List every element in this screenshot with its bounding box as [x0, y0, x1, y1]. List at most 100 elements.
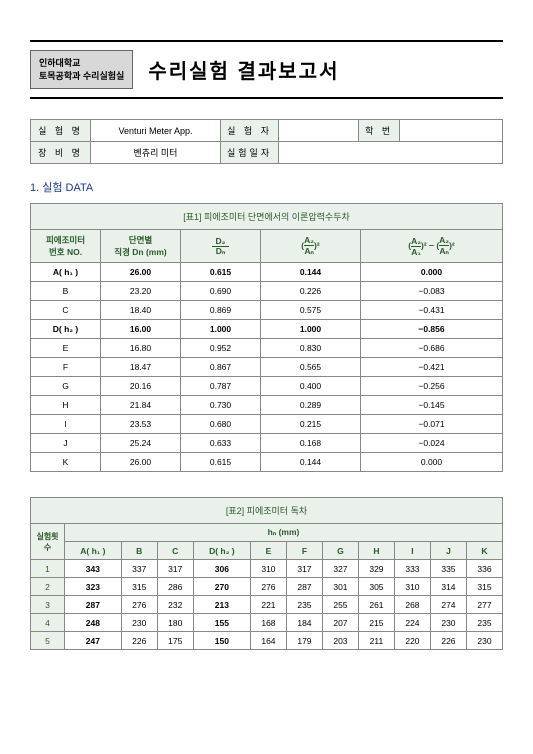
cell: 274 [430, 596, 466, 614]
cell: 1.000 [261, 320, 361, 339]
cell: 150 [193, 632, 250, 650]
cell: −0.686 [361, 339, 503, 358]
cell: K [31, 453, 101, 472]
cell: 25.24 [101, 434, 181, 453]
cell: 323 [65, 578, 122, 596]
t1-h1: 피에조미터 번호 NO. [31, 230, 101, 263]
cell: 23.53 [101, 415, 181, 434]
cell: 1.000 [181, 320, 261, 339]
cell: 310 [250, 560, 286, 578]
table-2: [표2] 피에조미터 독차 실험횟수 hₙ (mm) A( h₁ )BCD( h… [30, 497, 503, 650]
cell: 235 [466, 614, 502, 632]
cell: 235 [286, 596, 322, 614]
cell: 213 [193, 596, 250, 614]
row-num: 1 [31, 560, 65, 578]
spacer [30, 472, 503, 497]
cell: G [31, 377, 101, 396]
meta-table: 실 험 명 Venturi Meter App. 실 험 자 학 번 장 비 명… [30, 119, 503, 164]
cell: −0.421 [361, 358, 503, 377]
val-exp-name: Venturi Meter App. [91, 120, 221, 142]
table-2-caption: [표2] 피에조미터 독차 [31, 498, 503, 524]
cell: 270 [193, 578, 250, 596]
cell: 310 [394, 578, 430, 596]
col-header: K [466, 542, 502, 560]
cell: 0.144 [261, 263, 361, 282]
cell: 335 [430, 560, 466, 578]
cell: 314 [430, 578, 466, 596]
row-num: 3 [31, 596, 65, 614]
cell: 226 [121, 632, 157, 650]
t2-unit-header: hₙ (mm) [65, 524, 503, 542]
cell: 327 [322, 560, 358, 578]
table-2-header-row2: A( h₁ )BCD( h₂ )EFGHIJK [31, 542, 503, 560]
table-row: E16.800.9520.830−0.686 [31, 339, 503, 358]
cell: 305 [358, 578, 394, 596]
cell: E [31, 339, 101, 358]
report-title: 수리실험 결과보고서 [148, 55, 339, 84]
cell: I [31, 415, 101, 434]
cell: J [31, 434, 101, 453]
table-row: C18.400.8690.575−0.431 [31, 301, 503, 320]
cell: 230 [466, 632, 502, 650]
table-row: J25.240.6330.168−0.024 [31, 434, 503, 453]
table-row: 1343337317306310317327329333335336 [31, 560, 503, 578]
table-row: 2323315286270276287301305310314315 [31, 578, 503, 596]
cell: 0.952 [181, 339, 261, 358]
bottom-rule [30, 97, 503, 99]
table-row: G20.160.7870.400−0.256 [31, 377, 503, 396]
lbl-exp-name: 실 험 명 [31, 120, 91, 142]
row-num: 2 [31, 578, 65, 596]
cell: 0.680 [181, 415, 261, 434]
cell: 277 [466, 596, 502, 614]
table-row: K26.000.6150.1440.000 [31, 453, 503, 472]
t2-label-count: 실험횟수 [31, 524, 65, 560]
cell: 317 [286, 560, 322, 578]
cell: 18.40 [101, 301, 181, 320]
cell: 203 [322, 632, 358, 650]
cell: −0.024 [361, 434, 503, 453]
cell: −0.083 [361, 282, 503, 301]
cell: 248 [65, 614, 122, 632]
table-row: I23.530.6800.215−0.071 [31, 415, 503, 434]
cell: 0.215 [261, 415, 361, 434]
cell: 226 [430, 632, 466, 650]
cell: 268 [394, 596, 430, 614]
cell: 0.226 [261, 282, 361, 301]
t1-h4: (A₂Aₙ)² [261, 230, 361, 263]
cell: 337 [121, 560, 157, 578]
meta-row-1: 실 험 명 Venturi Meter App. 실 험 자 학 번 [31, 120, 503, 142]
top-rule [30, 40, 503, 42]
col-header: E [250, 542, 286, 560]
cell: 317 [157, 560, 193, 578]
col-header: J [430, 542, 466, 560]
cell: 336 [466, 560, 502, 578]
col-header: D( h₂ ) [193, 542, 250, 560]
table-row: 3287276232213221235255261268274277 [31, 596, 503, 614]
cell: −0.256 [361, 377, 503, 396]
col-header: C [157, 542, 193, 560]
cell: 18.47 [101, 358, 181, 377]
cell: 0.690 [181, 282, 261, 301]
cell: 0.000 [361, 453, 503, 472]
cell: −0.071 [361, 415, 503, 434]
cell: 0.830 [261, 339, 361, 358]
org-line2: 토목공학과 수리실험실 [39, 70, 124, 83]
meta-row-2: 장 비 명 벤츄리 미터 실험일자 [31, 142, 503, 164]
cell: 179 [286, 632, 322, 650]
org-box: 인하대학교 토목공학과 수리실험실 [30, 50, 133, 89]
cell: D( h₂ ) [31, 320, 101, 339]
val-exp-date [279, 142, 503, 164]
cell: 26.00 [101, 453, 181, 472]
cell: 276 [121, 596, 157, 614]
cell: 315 [121, 578, 157, 596]
val-student-id [400, 120, 503, 142]
lbl-equip-name: 장 비 명 [31, 142, 91, 164]
cell: 0.730 [181, 396, 261, 415]
section-1-title: 1. 실험 DATA [30, 179, 503, 195]
cell: 0.400 [261, 377, 361, 396]
table-row: A( h₁ )26.000.6150.1440.000 [31, 263, 503, 282]
cell: 0.168 [261, 434, 361, 453]
col-header: F [286, 542, 322, 560]
cell: 287 [286, 578, 322, 596]
cell: 301 [322, 578, 358, 596]
